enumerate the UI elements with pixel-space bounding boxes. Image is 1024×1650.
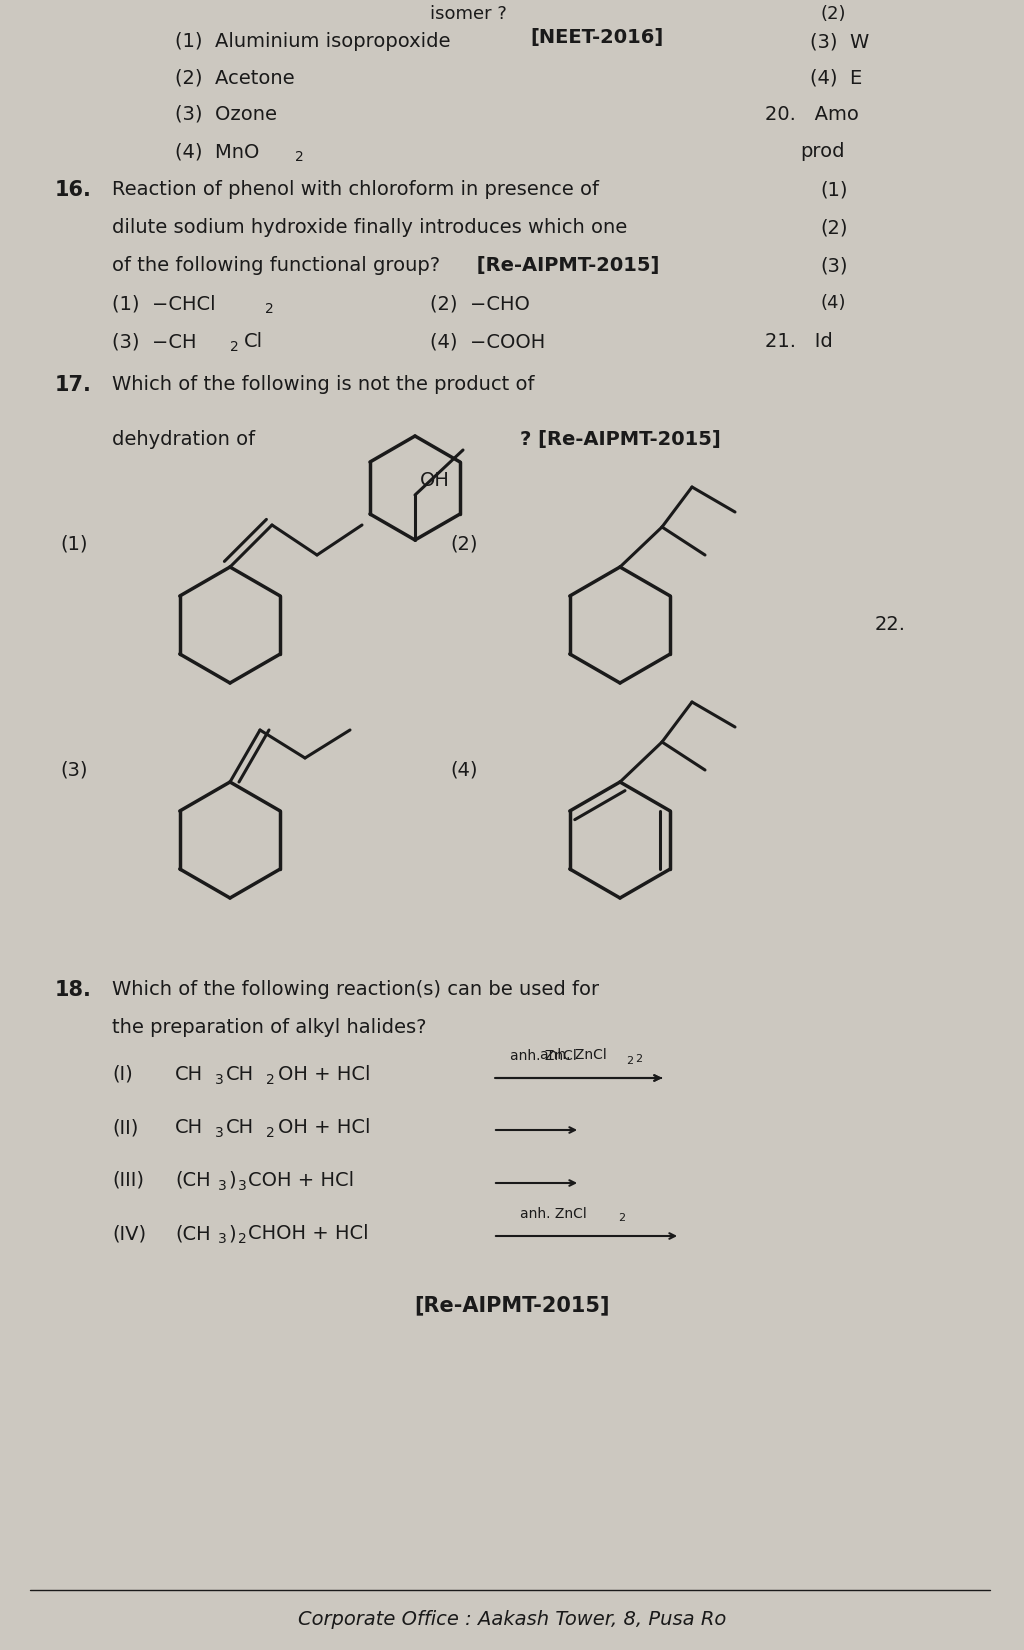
- Text: 20.   Amo: 20. Amo: [765, 106, 859, 124]
- Text: (1): (1): [820, 180, 848, 200]
- Text: (2): (2): [820, 5, 846, 23]
- Text: (CH: (CH: [175, 1224, 211, 1242]
- Text: 3: 3: [218, 1233, 226, 1246]
- Text: 16.: 16.: [55, 180, 92, 200]
- Text: (2)  −CHO: (2) −CHO: [430, 294, 529, 314]
- Text: (1)  −CHCl: (1) −CHCl: [112, 294, 216, 314]
- Text: ): ): [228, 1224, 236, 1242]
- Text: (4)  MnO: (4) MnO: [175, 142, 259, 162]
- Text: [Re-AIPMT-2015]: [Re-AIPMT-2015]: [470, 256, 659, 276]
- Text: ): ): [228, 1172, 236, 1190]
- Text: 18.: 18.: [55, 980, 92, 1000]
- Text: dehydration of: dehydration of: [112, 431, 255, 449]
- Text: 2: 2: [266, 1125, 274, 1140]
- Text: CH: CH: [175, 1064, 203, 1084]
- Text: (3): (3): [60, 761, 87, 779]
- Text: Which of the following is not the product of: Which of the following is not the produc…: [112, 375, 535, 394]
- Text: isomer ?: isomer ?: [430, 5, 507, 23]
- Text: (2): (2): [450, 535, 477, 554]
- Text: ? [Re-AIPMT-2015]: ? [Re-AIPMT-2015]: [520, 431, 721, 449]
- Text: prod: prod: [800, 142, 845, 162]
- Text: 22.: 22.: [874, 615, 906, 634]
- Text: (3)  Ozone: (3) Ozone: [175, 106, 278, 124]
- Text: Corporate Office : Aakash Tower, 8, Pusa Ro: Corporate Office : Aakash Tower, 8, Pusa…: [298, 1610, 726, 1629]
- Text: 3: 3: [215, 1072, 224, 1087]
- Text: 2: 2: [265, 302, 273, 317]
- Text: COH + HCl: COH + HCl: [248, 1172, 354, 1190]
- Text: 17.: 17.: [55, 375, 92, 394]
- Text: (1): (1): [60, 535, 87, 554]
- Text: Which of the following reaction(s) can be used for: Which of the following reaction(s) can b…: [112, 980, 599, 998]
- Text: Reaction of phenol with chloroform in presence of: Reaction of phenol with chloroform in pr…: [112, 180, 599, 200]
- Text: CHOH + HCl: CHOH + HCl: [248, 1224, 369, 1242]
- Text: (4): (4): [450, 761, 477, 779]
- Text: 2: 2: [635, 1054, 642, 1064]
- Text: (3): (3): [820, 256, 848, 276]
- Text: 2: 2: [626, 1056, 633, 1066]
- Text: (2)  Acetone: (2) Acetone: [175, 68, 295, 87]
- Text: 2: 2: [238, 1233, 247, 1246]
- Text: dilute sodium hydroxide finally introduces which one: dilute sodium hydroxide finally introduc…: [112, 218, 628, 238]
- Text: anh. ZnCl: anh. ZnCl: [520, 1208, 587, 1221]
- Text: 2: 2: [295, 150, 304, 163]
- Text: OH + HCl: OH + HCl: [278, 1064, 371, 1084]
- Text: anh. ZnCl: anh. ZnCl: [540, 1048, 607, 1063]
- Text: 21.   Id: 21. Id: [765, 332, 833, 351]
- Text: (3)  W: (3) W: [810, 31, 869, 51]
- Text: the preparation of alkyl halides?: the preparation of alkyl halides?: [112, 1018, 427, 1036]
- Text: (4)  E: (4) E: [810, 68, 862, 87]
- Text: CH: CH: [226, 1119, 254, 1137]
- Text: (4): (4): [820, 294, 846, 312]
- Text: [NEET-2016]: [NEET-2016]: [530, 28, 664, 46]
- Text: 3: 3: [215, 1125, 224, 1140]
- Text: 2: 2: [230, 340, 239, 355]
- Text: of the following functional group?: of the following functional group?: [112, 256, 440, 276]
- Text: 3: 3: [218, 1180, 226, 1193]
- Text: (2): (2): [820, 218, 848, 238]
- Text: (I): (I): [112, 1064, 133, 1084]
- Text: Cl: Cl: [244, 332, 263, 351]
- Text: CH: CH: [175, 1119, 203, 1137]
- Text: OH: OH: [420, 470, 450, 490]
- Text: (4)  −COOH: (4) −COOH: [430, 332, 545, 351]
- Text: (III): (III): [112, 1172, 144, 1190]
- Text: (IV): (IV): [112, 1224, 146, 1242]
- Text: CH: CH: [226, 1064, 254, 1084]
- Text: 3: 3: [238, 1180, 247, 1193]
- Text: 2: 2: [266, 1072, 274, 1087]
- Text: anh. ZnCl: anh. ZnCl: [510, 1049, 577, 1063]
- Text: (3)  −CH: (3) −CH: [112, 332, 197, 351]
- Text: OH + HCl: OH + HCl: [278, 1119, 371, 1137]
- Text: (CH: (CH: [175, 1172, 211, 1190]
- Text: 2: 2: [618, 1213, 625, 1223]
- Text: (1)  Aluminium isopropoxide: (1) Aluminium isopropoxide: [175, 31, 451, 51]
- Text: [Re-AIPMT-2015]: [Re-AIPMT-2015]: [415, 1295, 609, 1315]
- Text: (II): (II): [112, 1119, 138, 1137]
